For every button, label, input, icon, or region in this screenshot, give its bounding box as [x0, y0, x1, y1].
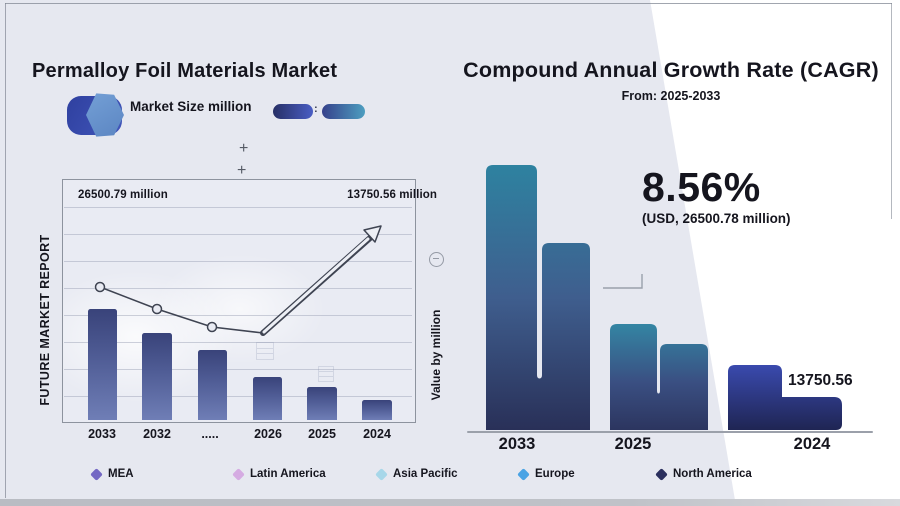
x-label-2033: 2033 [88, 427, 116, 441]
legend-label-asia-pacific: Asia Pacific [393, 468, 458, 480]
cagr-bar-group-2025 [610, 324, 708, 430]
growth-arrow-core [262, 237, 370, 334]
frame-top-line [5, 3, 892, 4]
cagr-title: Compound Annual Growth Rate (CAGR) [463, 58, 879, 82]
cagr-bar-group-2033 [486, 165, 590, 430]
bar-2026 [253, 377, 282, 420]
plus-decoration-1: + [239, 140, 249, 157]
table-watermark-icon [256, 342, 274, 360]
bar-2024 [362, 400, 392, 420]
legend-label-europe: Europe [535, 468, 575, 480]
cagr-x-label-2025: 2025 [614, 435, 652, 453]
cagr-x-label-2024: 2024 [793, 435, 831, 453]
x-label-2024: 2024 [363, 427, 391, 441]
gridline [64, 234, 412, 235]
table-watermark-icon [318, 366, 334, 382]
value-label-2033: 26500.79 million [78, 189, 168, 201]
gridline [64, 261, 412, 262]
gridline [64, 207, 412, 208]
bar-2025 [307, 387, 337, 420]
legend-label-north-america: North America [673, 468, 752, 480]
cagr-x-label-2033: 2033 [498, 435, 536, 453]
x-label-2032: 2032 [143, 427, 171, 441]
trend-line [99, 286, 264, 334]
legend-label-mea: MEA [108, 468, 134, 480]
cagr-subtitle: From: 2025-2033 [621, 89, 721, 103]
x-label-2026: 2026 [254, 427, 282, 441]
pill-colon: : [314, 103, 318, 115]
cagr-percentage: 8.56% [642, 164, 761, 210]
page-title: Permalloy Foil Materials Market [32, 60, 338, 82]
frame-right-line [891, 3, 892, 219]
bar-2032 [142, 333, 172, 420]
bottom-edge-strip [0, 499, 900, 506]
legend-label-latin-america: Latin America [250, 468, 326, 480]
step-decoration [603, 274, 643, 289]
gradient-pill-left [273, 104, 313, 119]
trend-marker [151, 303, 163, 315]
frame-left-line [5, 3, 6, 498]
gridline [64, 342, 412, 343]
x-label-2025: 2025 [308, 427, 336, 441]
cagr-bar-group-2024 [728, 365, 842, 430]
value-label-2024: 13750.56 million [347, 189, 437, 201]
gradient-pill-right [322, 104, 365, 119]
growth-arrow-outline [260, 235, 373, 336]
bar-dots [198, 350, 227, 420]
plus-decoration-2: + [237, 162, 247, 179]
gridline [64, 396, 412, 397]
x-label-dots: ..... [201, 427, 219, 441]
market-size-legend-label: Market Size million [130, 99, 252, 114]
cagr-usd-detail: (USD, 26500.78 million) [642, 211, 791, 226]
gridline [64, 369, 412, 370]
trend-marker [94, 281, 106, 293]
trend-marker [206, 321, 218, 333]
growth-arrowhead [363, 225, 382, 243]
minus-circle-icon [429, 252, 444, 267]
